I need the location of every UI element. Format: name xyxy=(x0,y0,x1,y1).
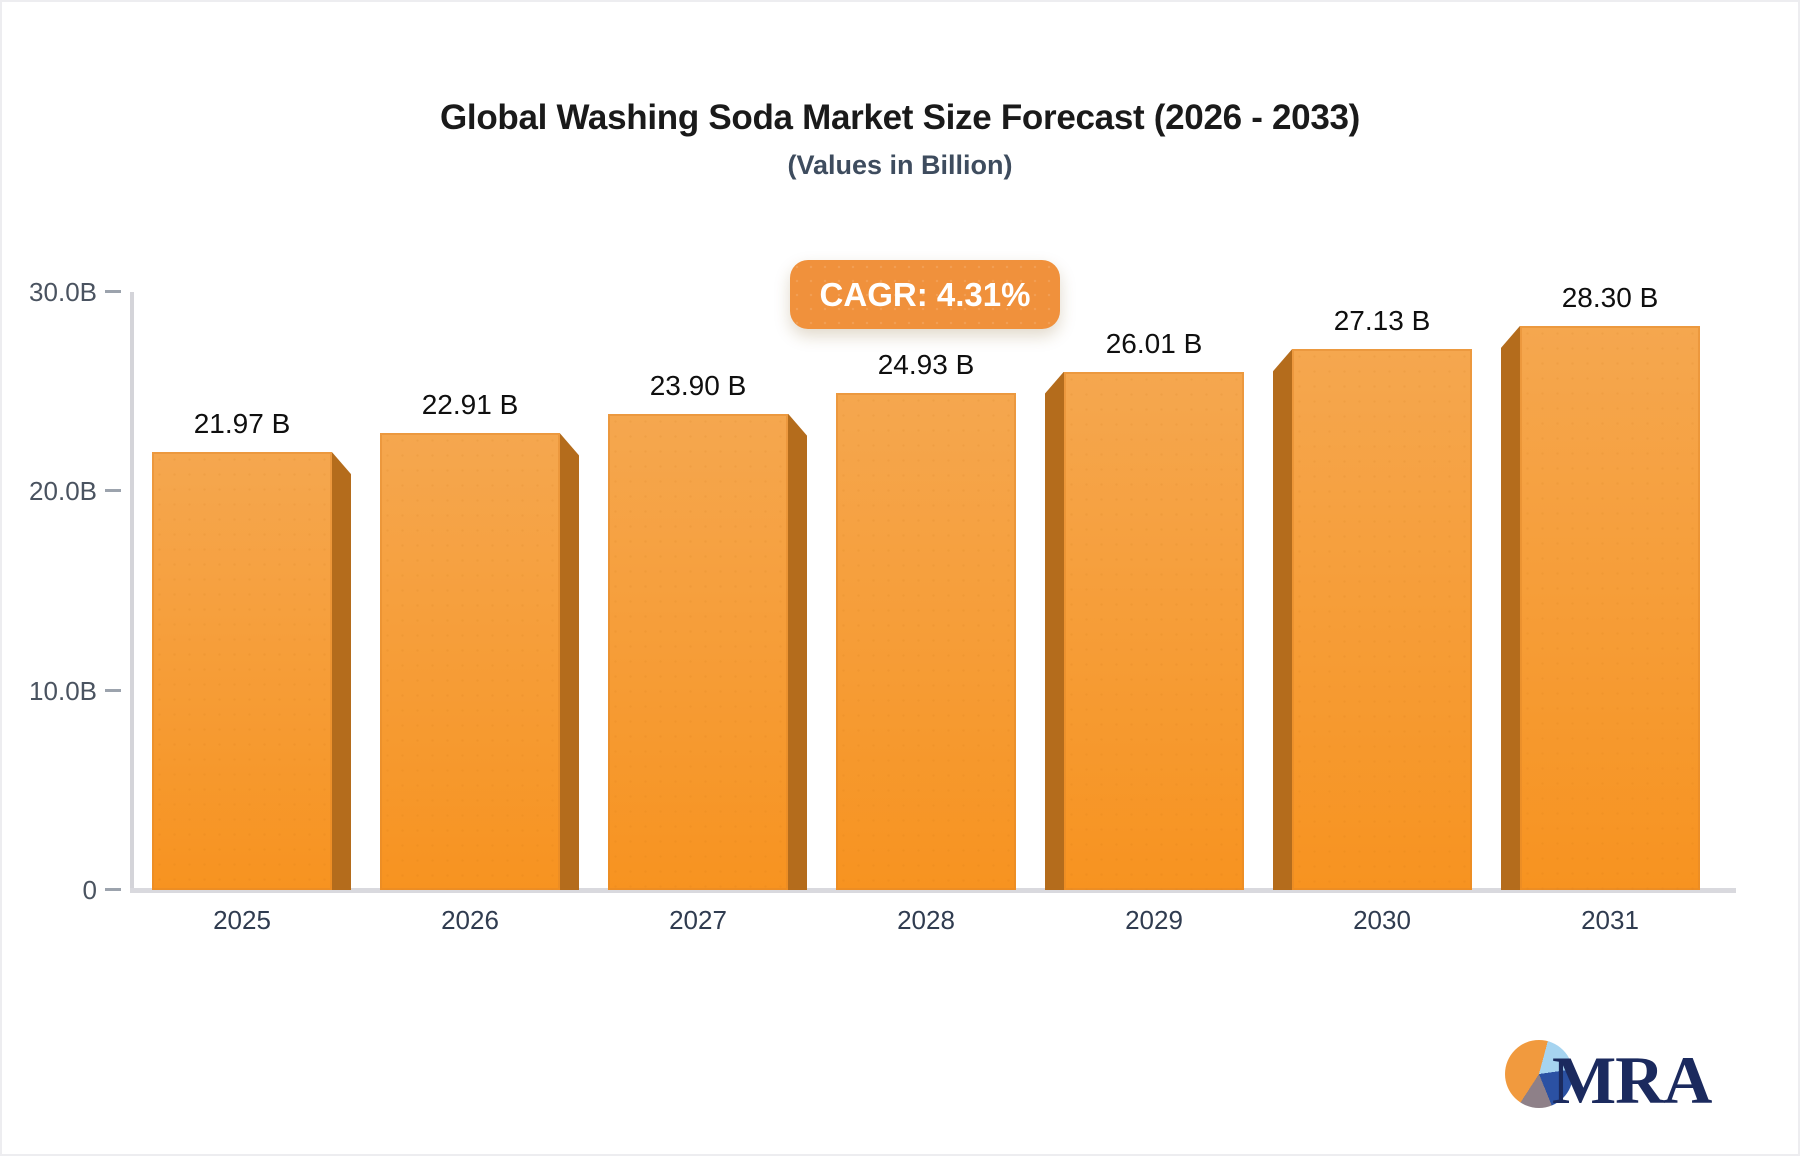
y-tick-label: 30.0B xyxy=(29,277,97,307)
brand-logo-text: MRA xyxy=(1552,1042,1712,1118)
chart-title: Global Washing Soda Market Size Forecast… xyxy=(439,98,1361,137)
bar-2030 xyxy=(1292,349,1472,890)
bar-2029 xyxy=(1064,371,1244,890)
y-axis-line xyxy=(130,292,134,891)
bar-2025 xyxy=(152,452,332,890)
bar-value-label-2031: 28.30 B xyxy=(1561,281,1659,313)
cagr-badge: CAGR: 4.31% xyxy=(790,260,1060,329)
bar-value-label-2030: 27.13 B xyxy=(1333,305,1431,337)
bar-value-label-2029: 26.01 B xyxy=(1105,327,1203,359)
bar-side-face-2027 xyxy=(788,413,807,890)
y-tick-mark xyxy=(105,489,121,493)
bar-side-face-2029 xyxy=(1045,371,1064,890)
bar-side-face-2026 xyxy=(560,433,579,890)
bar-2031 xyxy=(1520,325,1700,890)
bar-side-face-2025 xyxy=(332,452,351,890)
brand-logo: MRA xyxy=(1502,1032,1762,1122)
y-tick-label: 0 xyxy=(82,875,97,905)
x-axis-baseline xyxy=(130,888,1736,893)
chart-subtitle: (Values in Billion) xyxy=(787,150,1013,180)
y-tick-label: 20.0B xyxy=(29,476,97,507)
bar-value-label-2028: 24.93 B xyxy=(877,349,975,381)
bar-side-face-2031 xyxy=(1501,325,1520,890)
bar-side-face-2030 xyxy=(1273,349,1292,890)
y-tick-mark xyxy=(105,888,121,891)
bar-2026 xyxy=(380,433,560,890)
y-tick-mark xyxy=(105,688,121,692)
x-tick-label-2025: 2025 xyxy=(213,905,271,935)
bar-value-label-2025: 21.97 B xyxy=(193,408,291,440)
pie-chart-icon xyxy=(1505,1040,1573,1108)
x-tick-label-2031: 2031 xyxy=(1581,905,1639,935)
x-tick-label-2029: 2029 xyxy=(1125,905,1183,935)
x-tick-label-2030: 2030 xyxy=(1353,905,1411,935)
bar-value-label-2027: 23.90 B xyxy=(649,369,747,401)
bar-2028 xyxy=(836,393,1016,890)
bar-value-label-2026: 22.91 B xyxy=(421,389,519,421)
y-tick-mark xyxy=(105,290,121,293)
y-tick-label: 10.0B xyxy=(29,675,97,706)
x-tick-label-2027: 2027 xyxy=(669,905,727,935)
bar-2027 xyxy=(608,413,788,890)
x-tick-label-2026: 2026 xyxy=(441,905,499,935)
x-tick-label-2028: 2028 xyxy=(897,905,955,935)
